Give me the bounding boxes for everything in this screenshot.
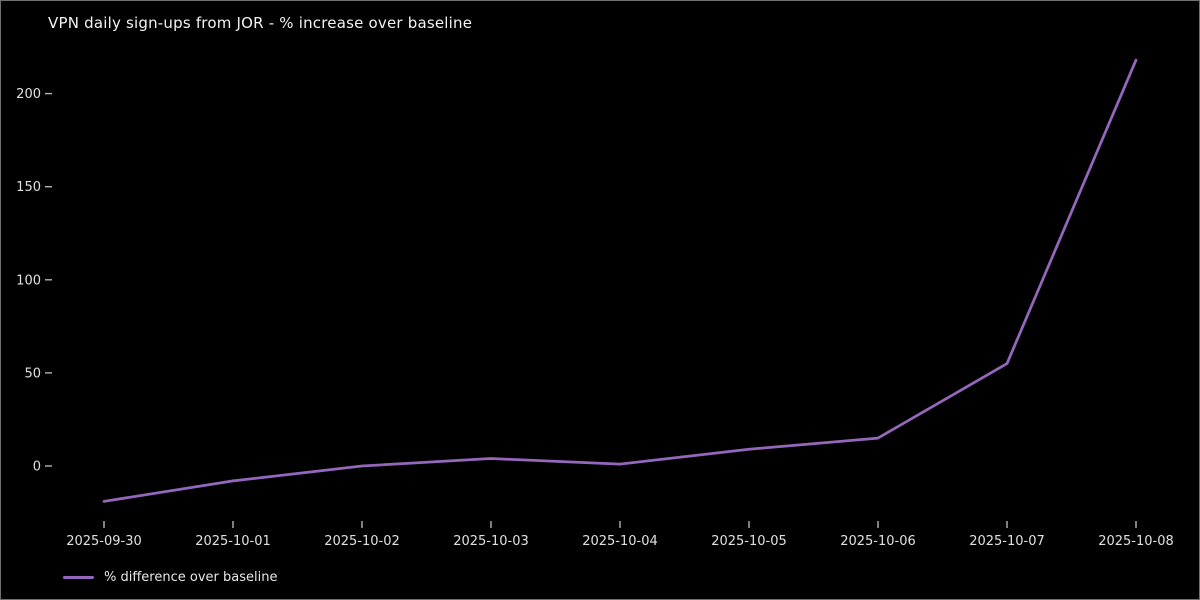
y-tick-label: 100 (16, 273, 41, 288)
x-tick-label: 2025-10-03 (453, 534, 529, 549)
series-line (102, 58, 1138, 503)
y-tick-label: 50 (24, 366, 41, 381)
legend-line-swatch (63, 576, 94, 579)
y-tick-label: 150 (16, 180, 41, 195)
x-tick-label: 2025-10-02 (324, 534, 400, 549)
y-tick-label: 0 (33, 460, 41, 475)
x-tick-label: 2025-10-05 (711, 534, 787, 549)
x-tick-label: 2025-10-08 (1098, 534, 1174, 549)
legend-label: % difference over baseline (104, 570, 278, 585)
y-tick-label: 200 (16, 87, 41, 102)
x-tick-label: 2025-09-30 (66, 534, 142, 549)
chart-title: VPN daily sign-ups from JOR - % increase… (48, 14, 473, 32)
chart-legend: % difference over baseline (63, 570, 277, 585)
x-tick-label: 2025-10-04 (582, 534, 658, 549)
x-tick-label: 2025-10-01 (195, 534, 271, 549)
x-tick-label: 2025-10-07 (969, 534, 1045, 549)
x-tick-label: 2025-10-06 (840, 534, 916, 549)
